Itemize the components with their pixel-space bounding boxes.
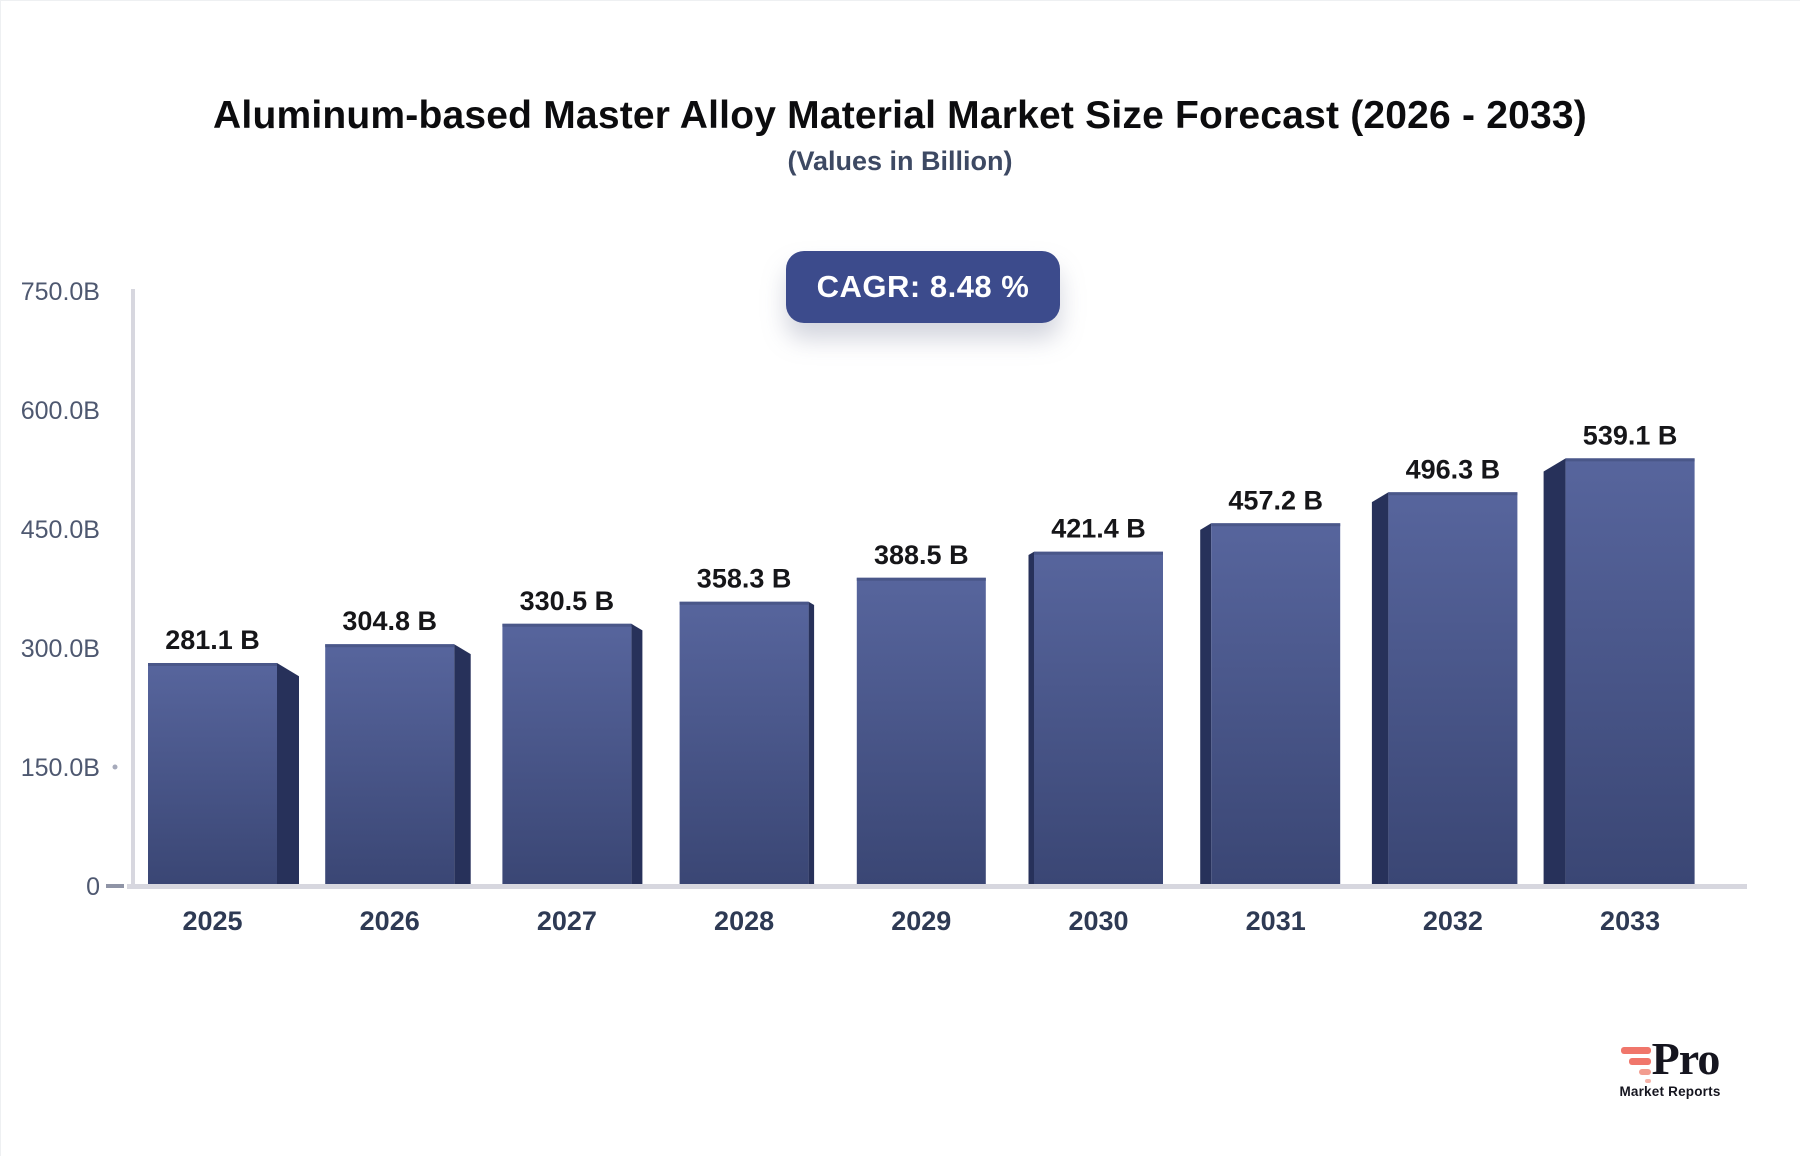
x-axis-line [127, 884, 1747, 889]
cagr-badge-label: CAGR: 8.48 % [816, 269, 1030, 304]
bar-2028: 358.3 B 2028 [679, 564, 815, 936]
bar-side-face [277, 662, 299, 886]
y-axis-line [131, 289, 135, 889]
chart-title: Aluminum-based Master Alloy Material Mar… [213, 94, 1587, 137]
bar-front-face [1565, 458, 1695, 886]
x-axis-label: 2030 [1068, 906, 1128, 936]
logo-tagline: Market Reports [1619, 1084, 1721, 1099]
y-axis-tick-dot [112, 764, 118, 770]
bar-value-label: 330.5 B [520, 586, 615, 616]
bar-front-face [502, 623, 632, 886]
brand-logo-row: Pro [1600, 1036, 1740, 1083]
y-axis-label: 300.0B [21, 635, 100, 663]
bar-2033: 539.1 B 2033 [1543, 420, 1695, 936]
y-axis-label: 450.0B [21, 516, 100, 544]
bar-side-face [1543, 458, 1566, 886]
chart-subtitle: (Values in Billion) [787, 146, 1013, 176]
x-axis-label: 2027 [537, 906, 597, 936]
bar-front-face [1034, 551, 1163, 886]
x-axis-label: 2033 [1600, 906, 1660, 936]
bar-side-face [808, 601, 815, 886]
bar-2029: 388.5 B 2029 [856, 540, 986, 936]
bar-front-face [1388, 492, 1518, 886]
bar-front-face [679, 601, 809, 886]
brand-logo: Pro Market Reports [1600, 1036, 1740, 1100]
bar-2027: 330.5 B 2027 [502, 586, 643, 936]
bar-value-label: 539.1 B [1583, 420, 1678, 450]
bar-side-face [1028, 551, 1034, 886]
bar-side-face [631, 623, 643, 886]
bar-side-face [1200, 523, 1212, 886]
bar-side-face [454, 644, 471, 886]
x-axis-label: 2032 [1423, 906, 1483, 936]
cagr-badge: CAGR: 8.48 % [786, 251, 1060, 323]
y-axis-label: 600.0B [21, 397, 100, 425]
bar-value-label: 281.1 B [165, 625, 260, 655]
bar-front-face [856, 577, 986, 886]
bar-2026: 304.8 B 2026 [325, 606, 471, 936]
x-axis-label: 2026 [360, 906, 420, 936]
bar-2031: 457.2 B 2031 [1200, 485, 1341, 936]
bar-value-label: 421.4 B [1051, 514, 1146, 544]
bar-value-label: 304.8 B [342, 606, 437, 636]
bar-side-face [1371, 492, 1389, 886]
x-axis-label: 2025 [182, 906, 242, 936]
bar-front-face [148, 662, 277, 886]
bar-value-label: 358.3 B [697, 564, 792, 594]
bar-2032: 496.3 B 2032 [1371, 454, 1518, 936]
bar-front-face [325, 644, 455, 886]
x-axis-label: 2028 [714, 906, 774, 936]
bar-value-label: 388.5 B [874, 540, 969, 570]
y-axis-label: 0 [86, 873, 100, 901]
bar-front-face [1211, 523, 1341, 886]
x-axis-label: 2029 [891, 906, 951, 936]
bar-value-label: 496.3 B [1406, 454, 1501, 484]
bar-2025: 281.1 B 2025 [148, 625, 299, 936]
y-axis-label: 150.0B [21, 754, 100, 782]
y-axis-label: 750.0B [21, 278, 100, 306]
bar-2030: 421.4 B 2030 [1028, 514, 1163, 936]
logo-bars-icon [1620, 1047, 1651, 1083]
bar-value-label: 457.2 B [1228, 485, 1323, 515]
logo-name: Pro [1651, 1033, 1721, 1084]
x-axis-label: 2031 [1246, 906, 1306, 936]
